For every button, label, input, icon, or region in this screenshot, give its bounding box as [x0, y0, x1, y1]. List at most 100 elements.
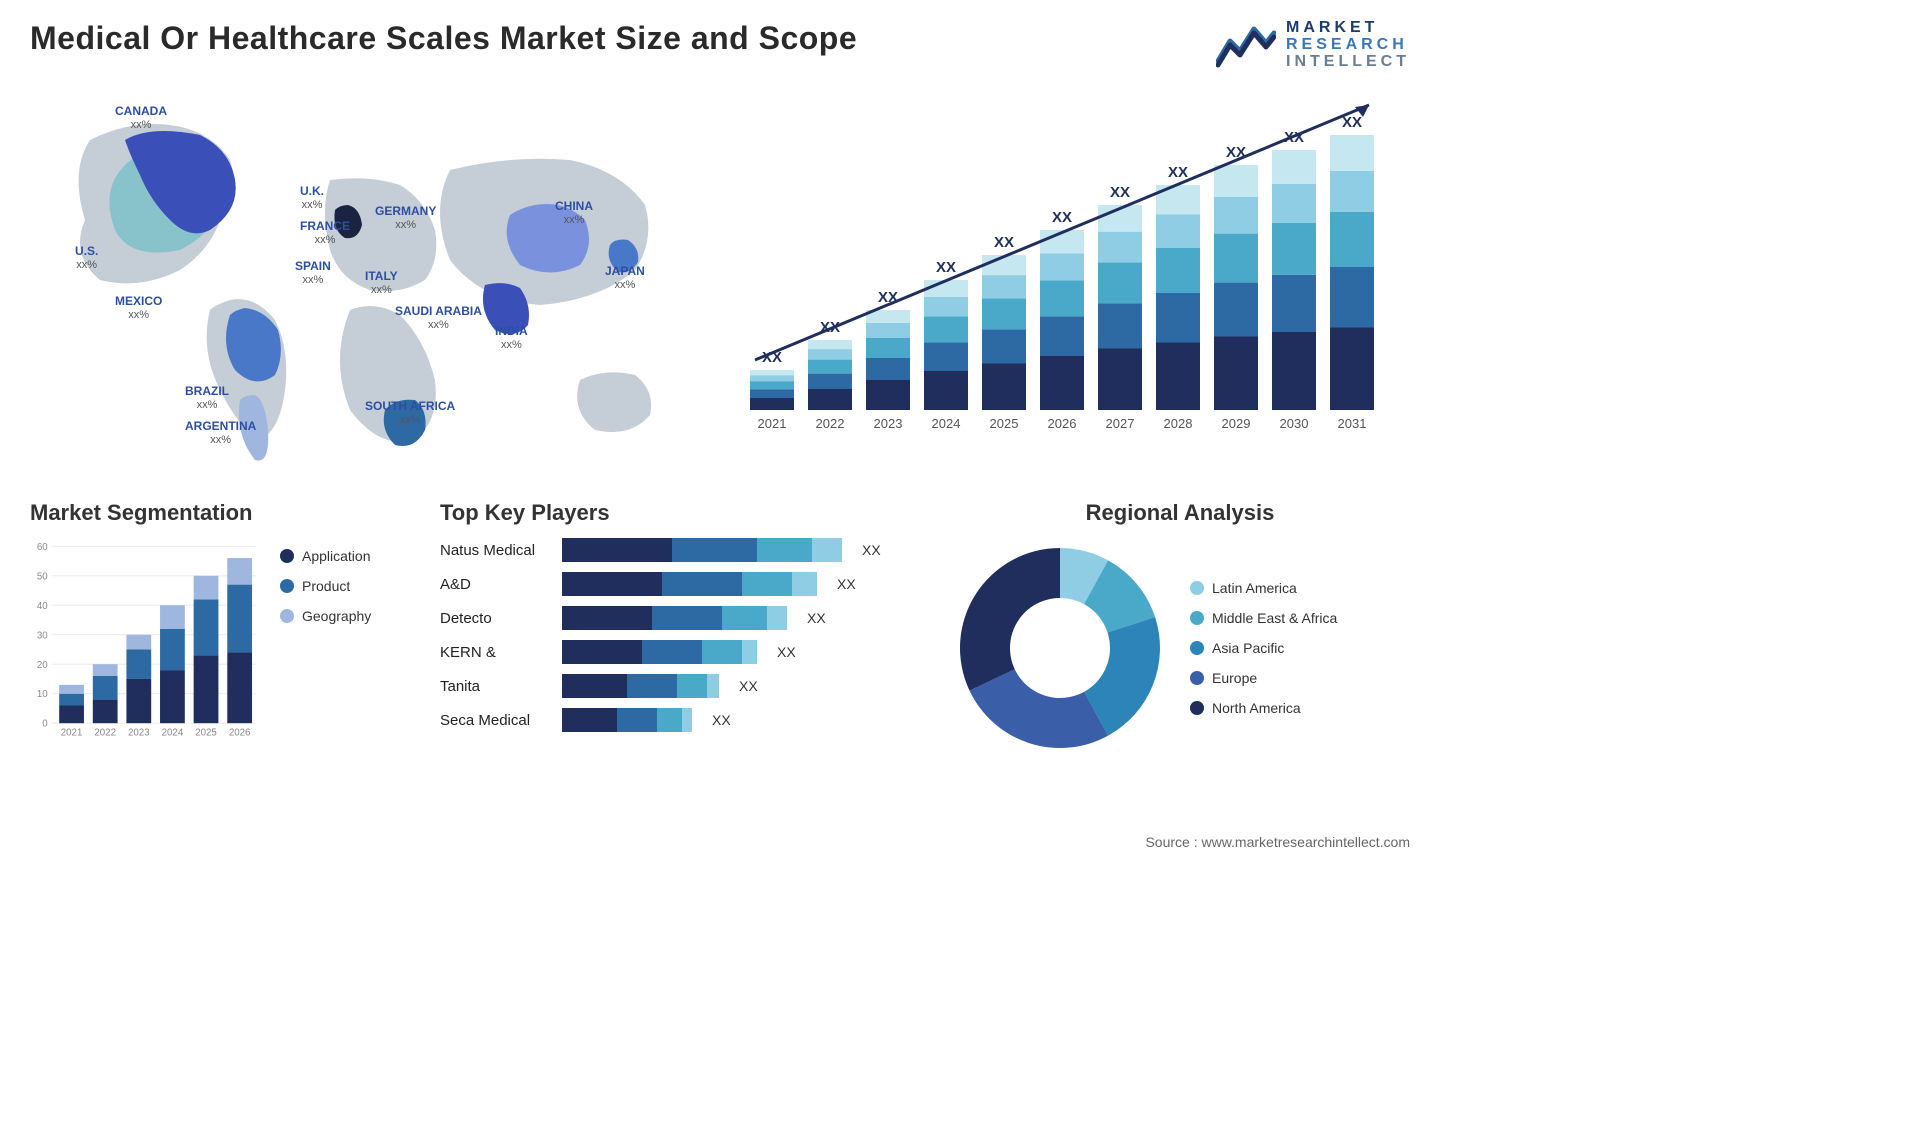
player-row: Seca MedicalXX	[440, 708, 920, 732]
player-bar-seg	[677, 674, 707, 698]
growth-bar-seg	[924, 297, 968, 317]
seg-year-label: 2021	[61, 728, 83, 739]
seg-bar-seg	[59, 685, 84, 694]
brand-logo: MARKET RESEARCH INTELLECT	[1216, 20, 1410, 70]
growth-bar-seg	[982, 299, 1026, 330]
regional-title: Regional Analysis	[950, 500, 1410, 526]
seg-year-label: 2022	[94, 728, 116, 739]
legend-item: Middle East & Africa	[1190, 610, 1337, 626]
growth-year-label: 2027	[1106, 416, 1135, 431]
growth-bar-seg	[750, 390, 794, 399]
growth-bar-seg	[1272, 223, 1316, 275]
growth-bar-label: XX	[936, 259, 956, 276]
growth-bar-seg	[924, 371, 968, 410]
growth-bar-seg	[1156, 215, 1200, 249]
map-label: SPAINxx%	[295, 260, 331, 285]
growth-bar-seg	[1098, 263, 1142, 304]
player-name: Natus Medical	[440, 542, 550, 559]
player-bar-seg	[562, 538, 672, 562]
regional-panel: Regional Analysis Latin America Middle Ea…	[950, 500, 1410, 758]
player-name: A&D	[440, 576, 550, 593]
legend-item: Asia Pacific	[1190, 640, 1337, 656]
legend-dot-icon	[1190, 611, 1204, 625]
player-bar-seg	[722, 606, 767, 630]
y-tick-label: 0	[42, 719, 48, 730]
growth-bar-seg	[1214, 197, 1258, 234]
legend-item: Product	[280, 578, 371, 594]
growth-bar-seg	[1272, 332, 1316, 410]
player-row: DetectoXX	[440, 606, 920, 630]
legend-dot-icon	[1190, 701, 1204, 715]
growth-bar-seg	[1330, 328, 1374, 411]
legend-label: North America	[1212, 700, 1301, 716]
growth-bar-label: XX	[994, 234, 1014, 251]
player-bar-seg	[562, 674, 627, 698]
player-bar-seg	[562, 572, 662, 596]
donut-slice	[970, 670, 1109, 749]
legend-item: Application	[280, 548, 371, 564]
map-label: ITALYxx%	[365, 270, 398, 295]
growth-bar-seg	[808, 360, 852, 374]
player-bar-seg	[652, 606, 722, 630]
map-label: CANADAxx%	[115, 105, 167, 130]
player-value: XX	[712, 712, 731, 728]
map-label: U.K.xx%	[300, 185, 324, 210]
player-bar-seg	[562, 606, 652, 630]
player-bar	[562, 606, 787, 630]
seg-year-label: 2023	[128, 728, 150, 739]
growth-year-label: 2022	[816, 416, 845, 431]
y-tick-label: 20	[37, 660, 48, 671]
legend-item: Latin America	[1190, 580, 1337, 596]
map-label: MEXICOxx%	[115, 295, 162, 320]
player-bar-seg	[742, 572, 792, 596]
map-label: U.S.xx%	[75, 245, 98, 270]
growth-bar-seg	[1330, 267, 1374, 328]
seg-bar-seg	[59, 694, 84, 706]
growth-bar-seg	[1330, 135, 1374, 171]
seg-bar-seg	[194, 600, 219, 656]
y-tick-label: 60	[37, 542, 48, 553]
player-bar-seg	[642, 640, 702, 664]
player-row: Tanita XX	[440, 674, 920, 698]
legend-label: Product	[302, 578, 350, 594]
growth-bar-seg	[1272, 275, 1316, 332]
segmentation-title: Market Segmentation	[30, 500, 410, 526]
growth-bar-seg	[1272, 184, 1316, 223]
players-panel: Top Key Players Natus MedicalXXA&DXXDete…	[440, 500, 920, 758]
map-label: JAPANxx%	[605, 265, 645, 290]
world-map-panel: CANADAxx%U.S.xx%MEXICOxx%BRAZILxx%ARGENT…	[30, 80, 710, 480]
growth-bar-seg	[866, 380, 910, 410]
seg-bar-seg	[93, 665, 118, 677]
player-name: Tanita	[440, 678, 550, 695]
growth-bar-seg	[924, 317, 968, 343]
seg-bar-seg	[194, 656, 219, 724]
player-bar-seg	[702, 640, 742, 664]
growth-year-label: 2021	[758, 416, 787, 431]
player-value: XX	[739, 678, 758, 694]
growth-bar-label: XX	[1110, 184, 1130, 201]
growth-bar-seg	[1214, 234, 1258, 283]
growth-bar-seg	[866, 338, 910, 358]
seg-bar-seg	[160, 606, 185, 630]
player-bar-seg	[792, 572, 817, 596]
growth-bar-seg	[1098, 304, 1142, 349]
growth-bar-seg	[750, 382, 794, 390]
seg-bar-seg	[126, 679, 151, 723]
player-bar-seg	[562, 708, 617, 732]
legend-label: Europe	[1212, 670, 1257, 686]
growth-bar-seg	[982, 276, 1026, 299]
seg-bar-seg	[126, 650, 151, 679]
legend-dot-icon	[280, 549, 294, 563]
player-bar-seg	[562, 640, 642, 664]
legend-dot-icon	[280, 609, 294, 623]
map-label: SAUDI ARABIAxx%	[395, 305, 482, 330]
legend-item: North America	[1190, 700, 1337, 716]
player-value: XX	[862, 542, 881, 558]
player-bar	[562, 674, 719, 698]
player-row: A&DXX	[440, 572, 920, 596]
player-bar-seg	[662, 572, 742, 596]
growth-year-label: 2029	[1222, 416, 1251, 431]
player-bar	[562, 572, 817, 596]
growth-bar-seg	[1040, 356, 1084, 410]
growth-bar-seg	[1214, 165, 1258, 197]
